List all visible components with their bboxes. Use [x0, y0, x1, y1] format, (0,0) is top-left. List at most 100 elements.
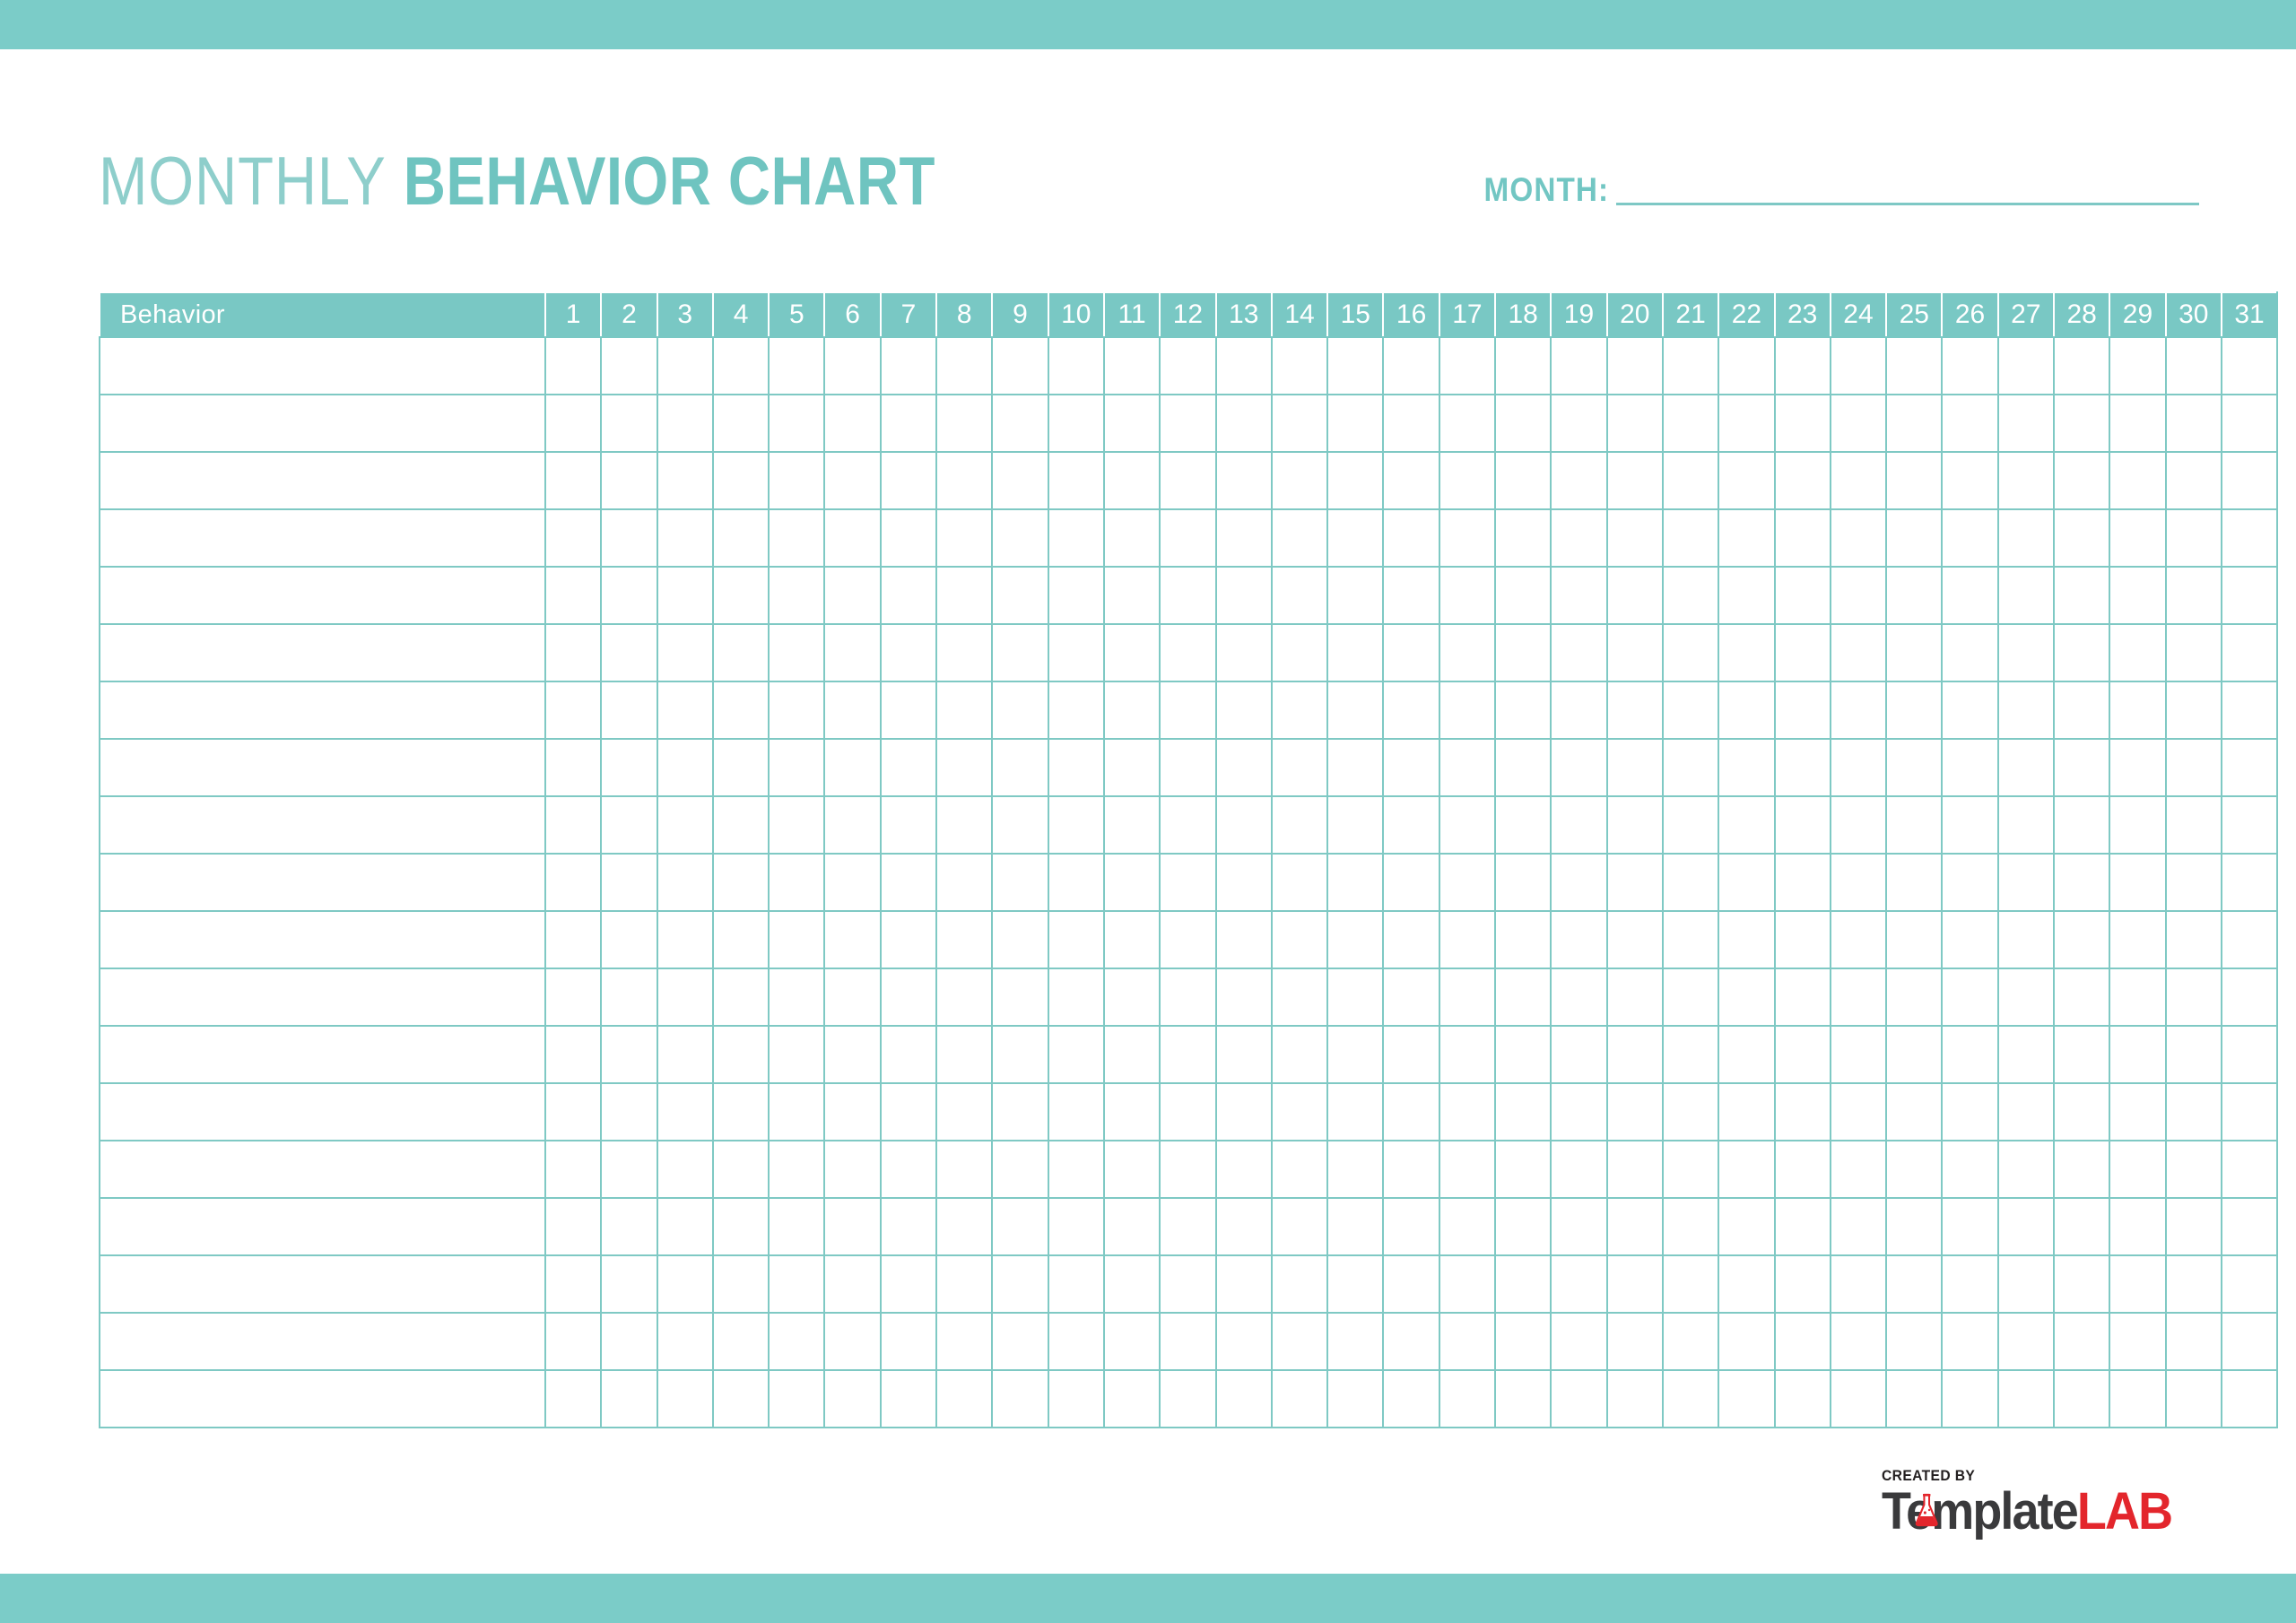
day-cell[interactable]	[1885, 795, 1944, 855]
day-cell[interactable]	[1270, 566, 1329, 625]
day-cell[interactable]	[1214, 508, 1273, 568]
day-cell[interactable]	[991, 394, 1049, 453]
day-cell[interactable]	[935, 1082, 994, 1141]
day-cell[interactable]	[823, 738, 882, 797]
day-cell[interactable]	[1829, 968, 1888, 1027]
day-cell[interactable]	[935, 795, 994, 855]
day-cell[interactable]	[1996, 681, 2056, 740]
day-cell[interactable]	[1661, 1082, 1720, 1141]
day-cell[interactable]	[656, 1082, 714, 1141]
day-cell[interactable]	[1270, 1140, 1329, 1199]
day-cell[interactable]	[1102, 1082, 1161, 1141]
day-cell[interactable]	[711, 1025, 770, 1084]
day-cell[interactable]	[1941, 1254, 1999, 1314]
day-cell[interactable]	[1159, 1254, 1217, 1314]
day-cell[interactable]	[1718, 1140, 1776, 1199]
day-cell[interactable]	[823, 623, 882, 682]
day-cell[interactable]	[935, 566, 994, 625]
day-cell[interactable]	[1102, 1197, 1161, 1256]
day-cell[interactable]	[1159, 1197, 1217, 1256]
day-cell[interactable]	[1718, 968, 1776, 1027]
day-cell[interactable]	[1382, 1082, 1440, 1141]
day-cell[interactable]	[1438, 1254, 1497, 1314]
day-cell[interactable]	[1941, 394, 1999, 453]
day-cell[interactable]	[600, 394, 658, 453]
day-cell[interactable]	[2053, 336, 2111, 395]
day-cell[interactable]	[1718, 1312, 1776, 1371]
day-cell[interactable]	[2220, 1369, 2279, 1428]
day-cell[interactable]	[768, 1082, 826, 1141]
day-cell[interactable]	[1885, 1082, 1944, 1141]
day-cell[interactable]	[823, 681, 882, 740]
day-cell[interactable]	[2053, 795, 2111, 855]
day-cell[interactable]	[711, 1082, 770, 1141]
day-cell[interactable]	[1885, 1197, 1944, 1256]
day-cell[interactable]	[711, 508, 770, 568]
day-cell[interactable]	[768, 910, 826, 969]
day-cell[interactable]	[1773, 336, 1831, 395]
day-cell[interactable]	[656, 968, 714, 1027]
day-cell[interactable]	[544, 1140, 603, 1199]
day-cell[interactable]	[1605, 1254, 1664, 1314]
day-cell[interactable]	[823, 1197, 882, 1256]
day-cell[interactable]	[768, 508, 826, 568]
day-cell[interactable]	[1996, 394, 2056, 453]
day-cell[interactable]	[1718, 910, 1776, 969]
day-cell[interactable]	[991, 968, 1049, 1027]
behavior-name-cell[interactable]	[99, 623, 546, 682]
day-cell[interactable]	[1102, 910, 1161, 969]
day-cell[interactable]	[711, 1197, 770, 1256]
day-cell[interactable]	[1494, 795, 1552, 855]
day-cell[interactable]	[768, 394, 826, 453]
day-cell[interactable]	[711, 336, 770, 395]
day-cell[interactable]	[1773, 451, 1831, 510]
day-cell[interactable]	[935, 738, 994, 797]
day-cell[interactable]	[1718, 853, 1776, 912]
day-cell[interactable]	[823, 1025, 882, 1084]
day-cell[interactable]	[2164, 1197, 2222, 1256]
day-cell[interactable]	[1941, 1312, 1999, 1371]
day-cell[interactable]	[656, 1369, 714, 1428]
day-cell[interactable]	[2220, 910, 2279, 969]
day-cell[interactable]	[879, 1082, 938, 1141]
behavior-name-cell[interactable]	[99, 968, 546, 1027]
day-cell[interactable]	[1550, 1025, 1608, 1084]
day-cell[interactable]	[768, 623, 826, 682]
day-cell[interactable]	[2109, 1312, 2167, 1371]
day-cell[interactable]	[1941, 623, 1999, 682]
day-cell[interactable]	[544, 566, 603, 625]
day-cell[interactable]	[823, 451, 882, 510]
day-cell[interactable]	[1102, 623, 1161, 682]
day-cell[interactable]	[656, 1197, 714, 1256]
day-cell[interactable]	[1829, 394, 1888, 453]
day-cell[interactable]	[2164, 968, 2222, 1027]
day-cell[interactable]	[1326, 336, 1385, 395]
day-cell[interactable]	[1773, 1140, 1831, 1199]
day-cell[interactable]	[1996, 1197, 2056, 1256]
day-cell[interactable]	[991, 566, 1049, 625]
day-cell[interactable]	[1382, 681, 1440, 740]
day-cell[interactable]	[1941, 451, 1999, 510]
day-cell[interactable]	[2220, 394, 2279, 453]
day-cell[interactable]	[2053, 623, 2111, 682]
day-cell[interactable]	[1661, 336, 1720, 395]
day-cell[interactable]	[1941, 1025, 1999, 1084]
day-cell[interactable]	[1047, 853, 1105, 912]
day-cell[interactable]	[1102, 508, 1161, 568]
day-cell[interactable]	[2053, 394, 2111, 453]
day-cell[interactable]	[1829, 1025, 1888, 1084]
day-cell[interactable]	[1159, 1312, 1217, 1371]
day-cell[interactable]	[1550, 451, 1608, 510]
day-cell[interactable]	[1773, 1082, 1831, 1141]
day-cell[interactable]	[711, 1140, 770, 1199]
day-cell[interactable]	[544, 1312, 603, 1371]
day-cell[interactable]	[1214, 566, 1273, 625]
day-cell[interactable]	[2109, 1254, 2167, 1314]
day-cell[interactable]	[1718, 1369, 1776, 1428]
day-cell[interactable]	[1718, 451, 1776, 510]
day-cell[interactable]	[1941, 910, 1999, 969]
day-cell[interactable]	[1885, 1025, 1944, 1084]
day-cell[interactable]	[1550, 968, 1608, 1027]
day-cell[interactable]	[2109, 1369, 2167, 1428]
day-cell[interactable]	[656, 1312, 714, 1371]
